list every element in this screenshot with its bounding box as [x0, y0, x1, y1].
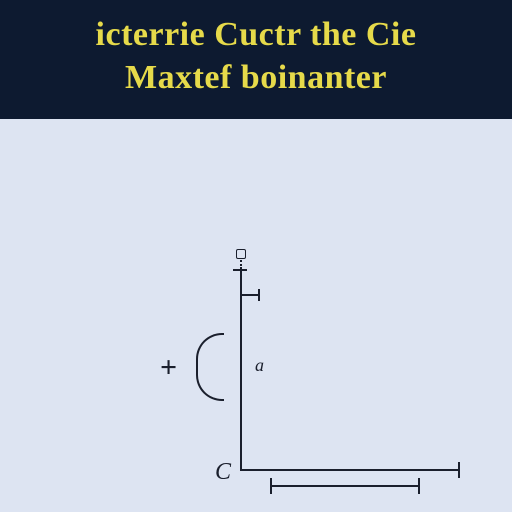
horizontal-axis-end-cap — [458, 462, 460, 478]
plus-label: + — [160, 351, 177, 385]
vertical-axis-top-cap — [233, 269, 247, 271]
horizontal-bracket-line — [270, 485, 420, 487]
origin-label: C — [215, 459, 231, 486]
paren-variable-label: a — [255, 355, 264, 376]
horizontal-axis — [240, 469, 460, 471]
horizontal-bracket-left-cap — [270, 478, 272, 494]
vertical-axis-tick-cap — [258, 289, 260, 301]
root: icterrie Cuctr the Cie Maxtef boinanter … — [0, 0, 512, 512]
vertical-axis-top-knob-icon — [236, 249, 246, 259]
horizontal-bracket-right-cap — [418, 478, 420, 494]
title-line-1: icterrie Cuctr the Cie — [10, 14, 502, 57]
diagram-panel: + a C — [0, 117, 512, 512]
left-paren-icon — [196, 333, 224, 401]
title-header: icterrie Cuctr the Cie Maxtef boinanter — [0, 0, 512, 117]
diagram: + a C — [0, 119, 512, 512]
title-line-2: Maxtef boinanter — [10, 57, 502, 100]
vertical-axis-tick — [240, 294, 258, 296]
vertical-axis — [240, 269, 242, 469]
